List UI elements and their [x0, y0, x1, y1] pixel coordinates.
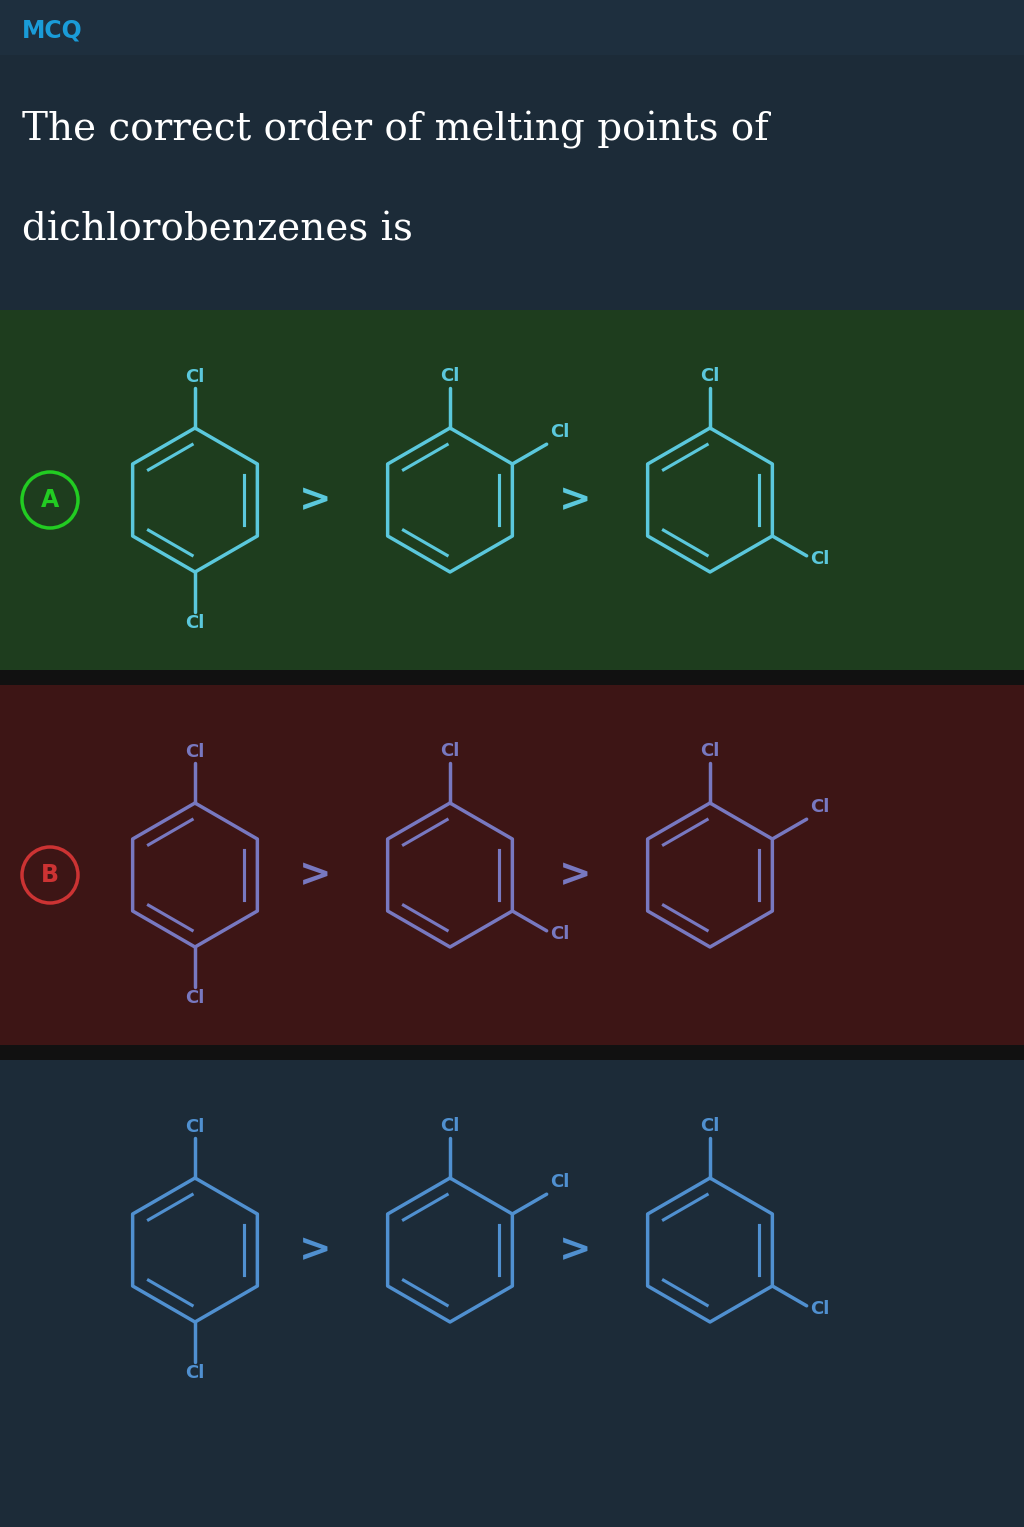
Bar — [0, 1044, 1024, 1060]
Text: MCQ: MCQ — [22, 18, 83, 43]
Text: Cl: Cl — [700, 366, 720, 385]
Text: Cl: Cl — [810, 550, 829, 568]
Bar — [0, 686, 1024, 1044]
Text: Cl: Cl — [700, 742, 720, 760]
Text: >: > — [559, 857, 591, 893]
Text: Cl: Cl — [440, 366, 460, 385]
Text: Cl: Cl — [185, 614, 205, 632]
Bar — [0, 670, 1024, 686]
Text: Cl: Cl — [185, 1118, 205, 1136]
Text: >: > — [559, 481, 591, 519]
Text: >: > — [299, 481, 331, 519]
Text: Cl: Cl — [810, 1301, 829, 1318]
Text: Cl: Cl — [810, 797, 829, 815]
Text: Cl: Cl — [440, 1116, 460, 1135]
Bar — [0, 0, 1024, 55]
Bar — [0, 1060, 1024, 1527]
Text: A: A — [41, 489, 59, 512]
Text: >: > — [559, 1231, 591, 1269]
Text: Cl: Cl — [550, 925, 569, 944]
Text: >: > — [299, 857, 331, 893]
Text: The correct order of melting points of: The correct order of melting points of — [22, 111, 769, 150]
Text: Cl: Cl — [440, 742, 460, 760]
Text: Cl: Cl — [185, 368, 205, 386]
Text: Cl: Cl — [185, 989, 205, 1006]
Bar — [0, 310, 1024, 670]
Bar — [0, 55, 1024, 310]
Text: >: > — [299, 1231, 331, 1269]
Text: dichlorobenzenes is: dichlorobenzenes is — [22, 212, 413, 249]
Text: Cl: Cl — [185, 744, 205, 762]
Text: Cl: Cl — [700, 1116, 720, 1135]
Text: B: B — [41, 863, 59, 887]
Text: Cl: Cl — [550, 423, 569, 441]
Text: Cl: Cl — [550, 1173, 569, 1191]
Text: Cl: Cl — [185, 1364, 205, 1382]
